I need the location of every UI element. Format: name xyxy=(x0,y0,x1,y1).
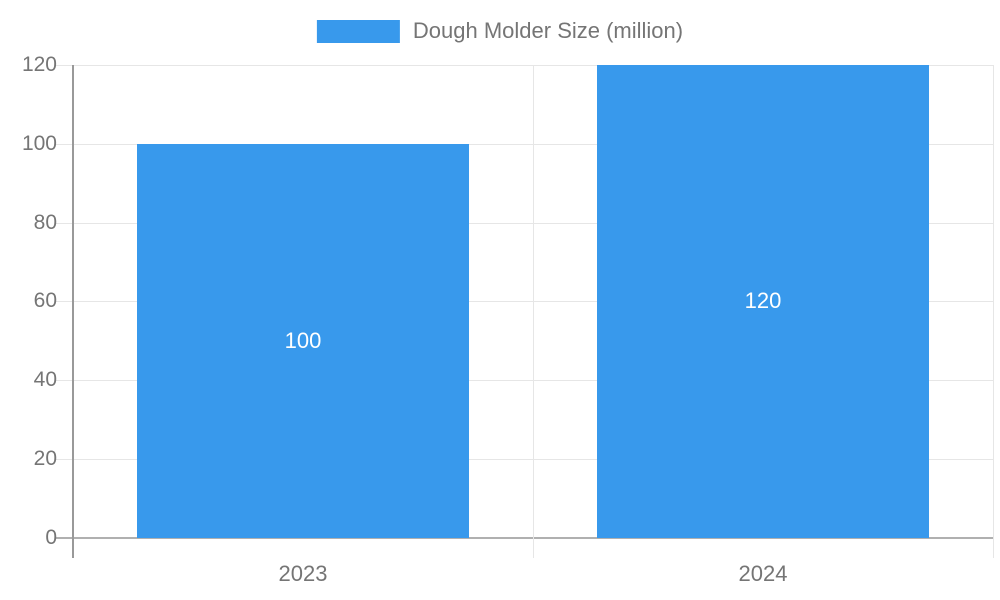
y-axis-tick-label: 40 xyxy=(33,368,57,391)
plot-right-border xyxy=(993,65,994,558)
y-axis-tick-label: 20 xyxy=(33,446,57,470)
x-axis-tick-label: 2024 xyxy=(738,561,788,586)
gridline-y-100 xyxy=(55,143,993,145)
bar-2024[interactable]: 120 xyxy=(597,65,929,538)
gridline-y-40 xyxy=(55,380,993,381)
gridline-y-20 xyxy=(55,458,993,460)
y-axis-line xyxy=(72,65,74,558)
gridline-y-80 xyxy=(55,222,993,224)
x-axis-tick-label: 2023 xyxy=(278,561,328,586)
bar-2023[interactable]: 100 xyxy=(137,143,469,538)
legend-swatch xyxy=(316,19,400,43)
y-axis-tick-label: 80 xyxy=(33,210,57,234)
gridline-y-120 xyxy=(55,65,993,66)
legend-label: Dough Molder Size (million) xyxy=(412,18,684,43)
category-divider-line xyxy=(533,65,534,558)
bar-value-label: 100 xyxy=(284,327,322,353)
chart-legend[interactable]: Dough Molder Size (million) xyxy=(316,18,684,44)
y-axis-tick-label: 0 xyxy=(45,525,57,549)
y-axis-tick-label: 100 xyxy=(21,131,57,155)
x-axis-baseline xyxy=(55,536,993,539)
gridline-y-60 xyxy=(55,301,993,303)
y-axis-tick-label: 120 xyxy=(21,53,57,76)
bar-value-label: 120 xyxy=(744,288,782,314)
y-axis-tick-label: 60 xyxy=(33,289,57,313)
